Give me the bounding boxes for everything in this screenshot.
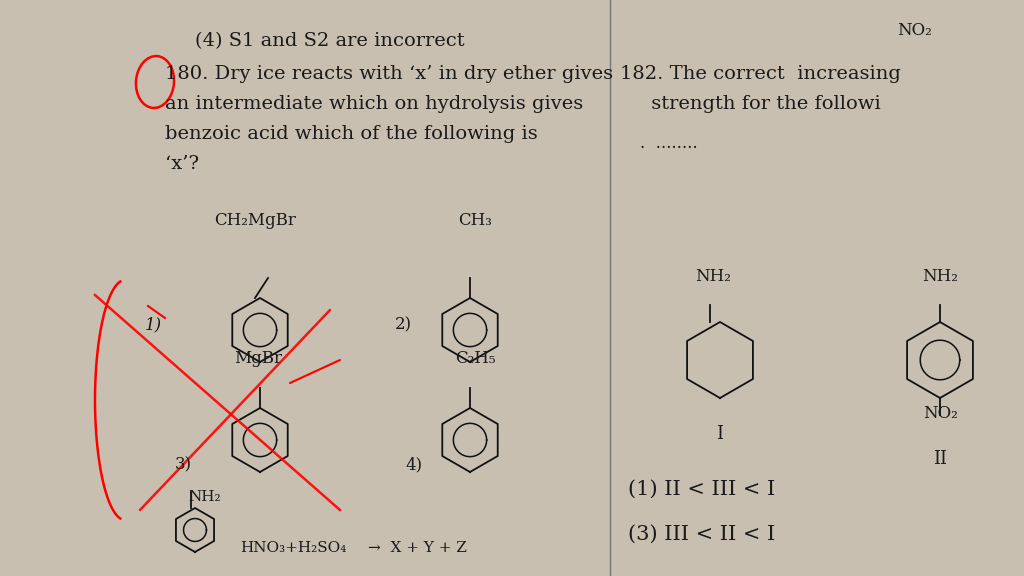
Text: strength for the followi: strength for the followi xyxy=(620,95,881,113)
Text: (1) II < III < I: (1) II < III < I xyxy=(628,480,775,499)
Text: an intermediate which on hydrolysis gives: an intermediate which on hydrolysis give… xyxy=(165,95,584,113)
Text: 1): 1) xyxy=(145,316,162,334)
Text: NH₂: NH₂ xyxy=(188,490,220,504)
Text: 182. The correct  increasing: 182. The correct increasing xyxy=(620,65,901,83)
Text: I: I xyxy=(717,425,724,443)
Text: NH₂: NH₂ xyxy=(922,268,957,285)
Text: MgBr: MgBr xyxy=(234,350,282,367)
Text: 3): 3) xyxy=(175,457,193,473)
Text: CH₃: CH₃ xyxy=(458,212,492,229)
Text: (4) S1 and S2 are incorrect: (4) S1 and S2 are incorrect xyxy=(196,32,465,50)
Text: ·  ········: · ········ xyxy=(640,140,697,157)
Text: (3) III < II < I: (3) III < II < I xyxy=(628,525,775,544)
Text: II: II xyxy=(933,450,947,468)
Text: NO₂: NO₂ xyxy=(898,22,933,39)
Text: 180. Dry ice reacts with ‘x’ in dry ether gives: 180. Dry ice reacts with ‘x’ in dry ethe… xyxy=(165,65,613,83)
Text: ‘x’?: ‘x’? xyxy=(165,155,199,173)
Text: 2): 2) xyxy=(395,316,412,334)
Text: NO₂: NO₂ xyxy=(923,405,957,422)
Text: →  X + Y + Z: → X + Y + Z xyxy=(368,541,467,555)
Text: benzoic acid which of the following is: benzoic acid which of the following is xyxy=(165,125,538,143)
Text: NH₂: NH₂ xyxy=(695,268,731,285)
Text: 4): 4) xyxy=(406,457,422,473)
Text: C₂H₅: C₂H₅ xyxy=(455,350,496,367)
Text: HNO₃+H₂SO₄: HNO₃+H₂SO₄ xyxy=(240,541,346,555)
Text: CH₂MgBr: CH₂MgBr xyxy=(214,212,296,229)
